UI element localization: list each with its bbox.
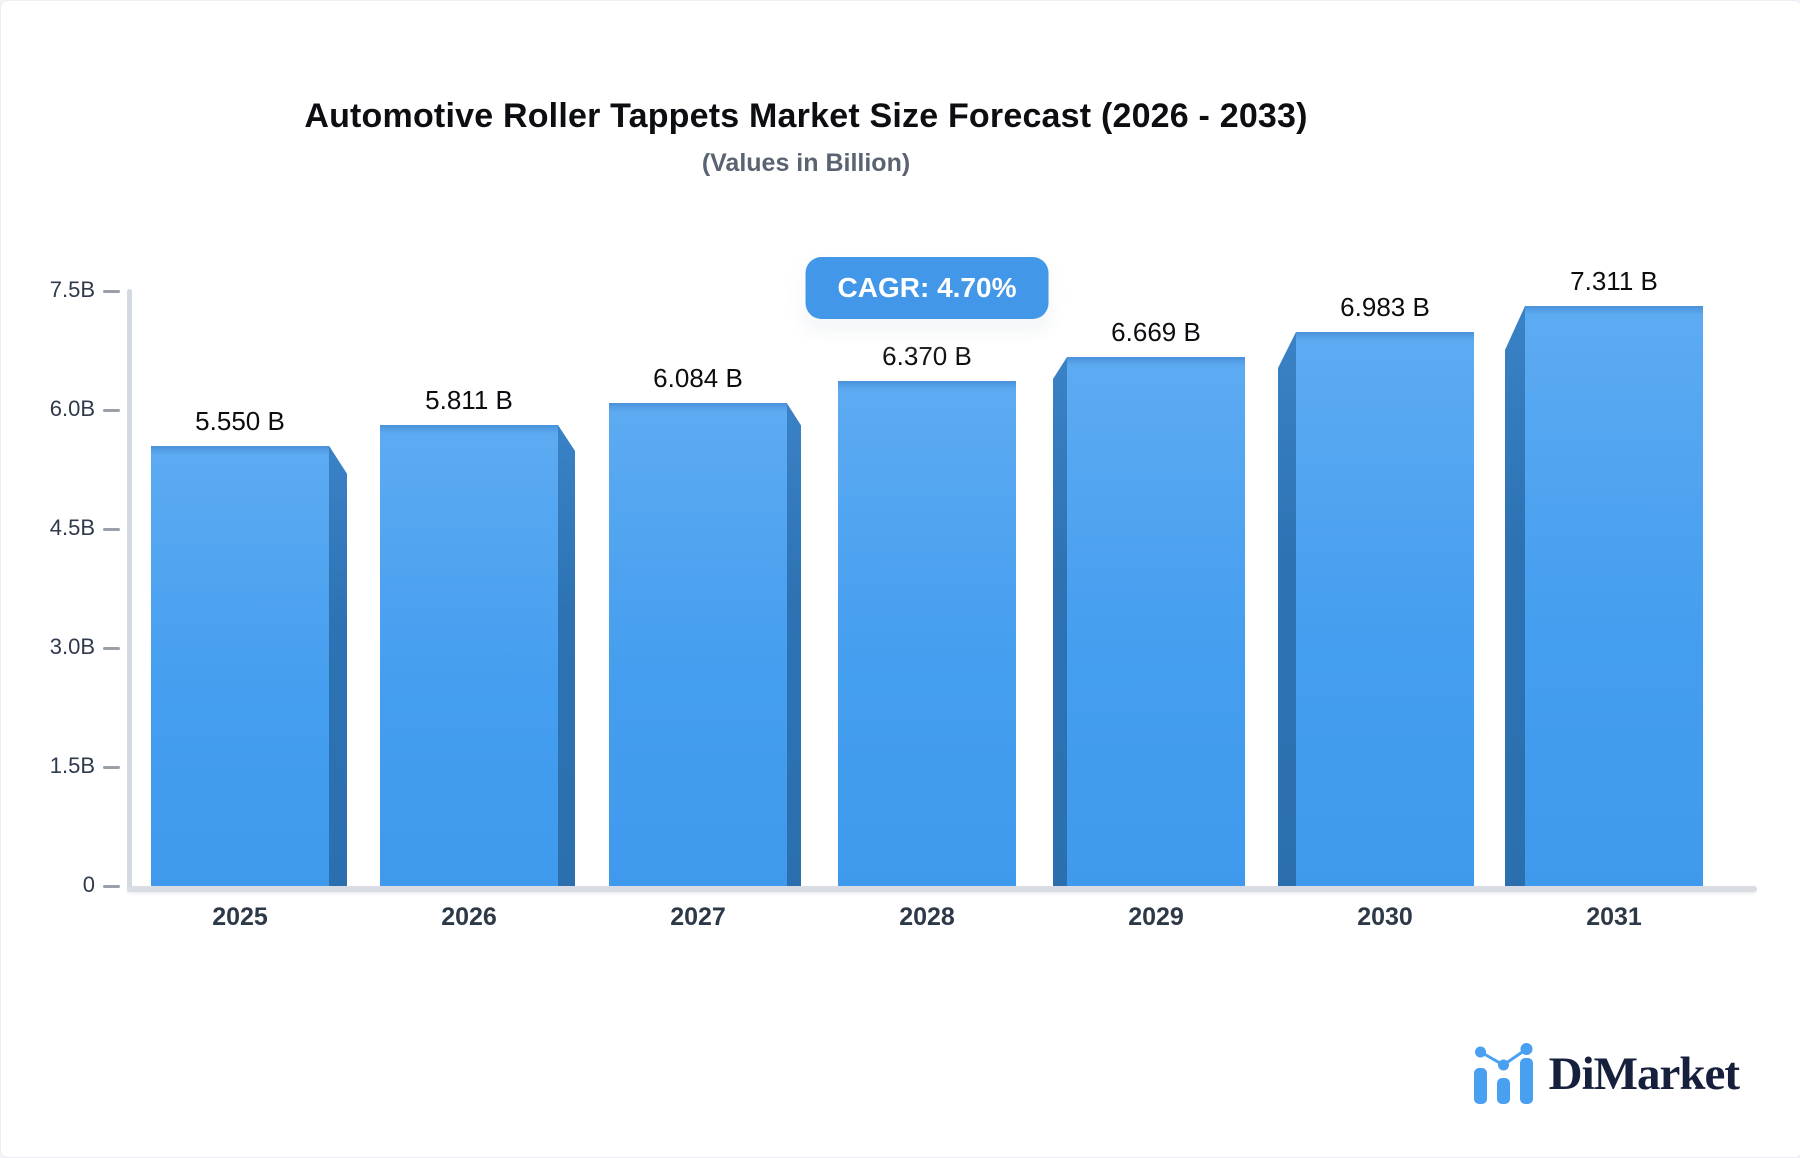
bar-2030 [1296,332,1474,886]
bar-value-label: 7.311 B [1570,266,1658,297]
bar-value-label: 6.669 B [1111,316,1201,347]
y-tick-label: 3.0B [49,634,95,659]
bar-side-face [1278,332,1296,886]
logo-wordmark: DiMarket [1548,1048,1740,1100]
bar-side-face [1053,356,1067,886]
x-axis-label: 2030 [1357,903,1413,931]
bar-2031 [1525,306,1703,886]
x-axis-baseline [127,886,1757,892]
chart-subtitle: (Values in Billion) [701,149,911,177]
bar-side-face [329,445,347,886]
y-axis-line [127,289,132,892]
x-axis-label: 2031 [1586,903,1642,931]
y-tick-mark [103,409,120,413]
bar-2025 [151,445,329,886]
x-axis-label: 2029 [1128,903,1184,931]
bar-side-face [787,403,801,886]
chart-title: Automotive Roller Tappets Market Size Fo… [304,97,1308,135]
logo-bar-line-chart-icon [1471,1043,1537,1105]
y-tick-mark [103,885,120,888]
bar-2028 [838,380,1016,886]
bar-2029 [1067,356,1245,886]
y-tick-mark [103,528,120,531]
y-tick-mark [103,647,120,650]
bar-side-face [1505,306,1525,886]
y-tick-mark [103,290,120,294]
y-tick-label: 7.5B [49,277,95,303]
y-tick-label: 0 [82,872,95,897]
bar-value-label: 6.084 B [653,363,743,394]
y-tick-label: 6.0B [49,396,95,422]
x-axis-label: 2027 [670,903,726,931]
brand-logo: DiMarket [1471,1043,1740,1105]
y-tick-label: 1.5B [49,753,95,778]
x-axis-label: 2026 [441,903,497,931]
bar-value-label: 6.370 B [882,340,972,371]
bar-value-label: 5.550 B [195,405,285,436]
y-tick-mark [103,766,120,769]
y-tick-label: 4.5B [49,515,95,540]
cagr-badge: CAGR: 4.70% [805,257,1049,319]
bar-2027 [609,403,787,886]
bar-side-face [558,425,575,886]
x-axis-label: 2028 [899,903,955,931]
bar-value-label: 5.811 B [425,385,513,415]
bar-2026 [380,425,558,886]
bar-value-label: 6.983 B [1340,292,1430,323]
x-axis-label: 2025 [212,903,268,931]
